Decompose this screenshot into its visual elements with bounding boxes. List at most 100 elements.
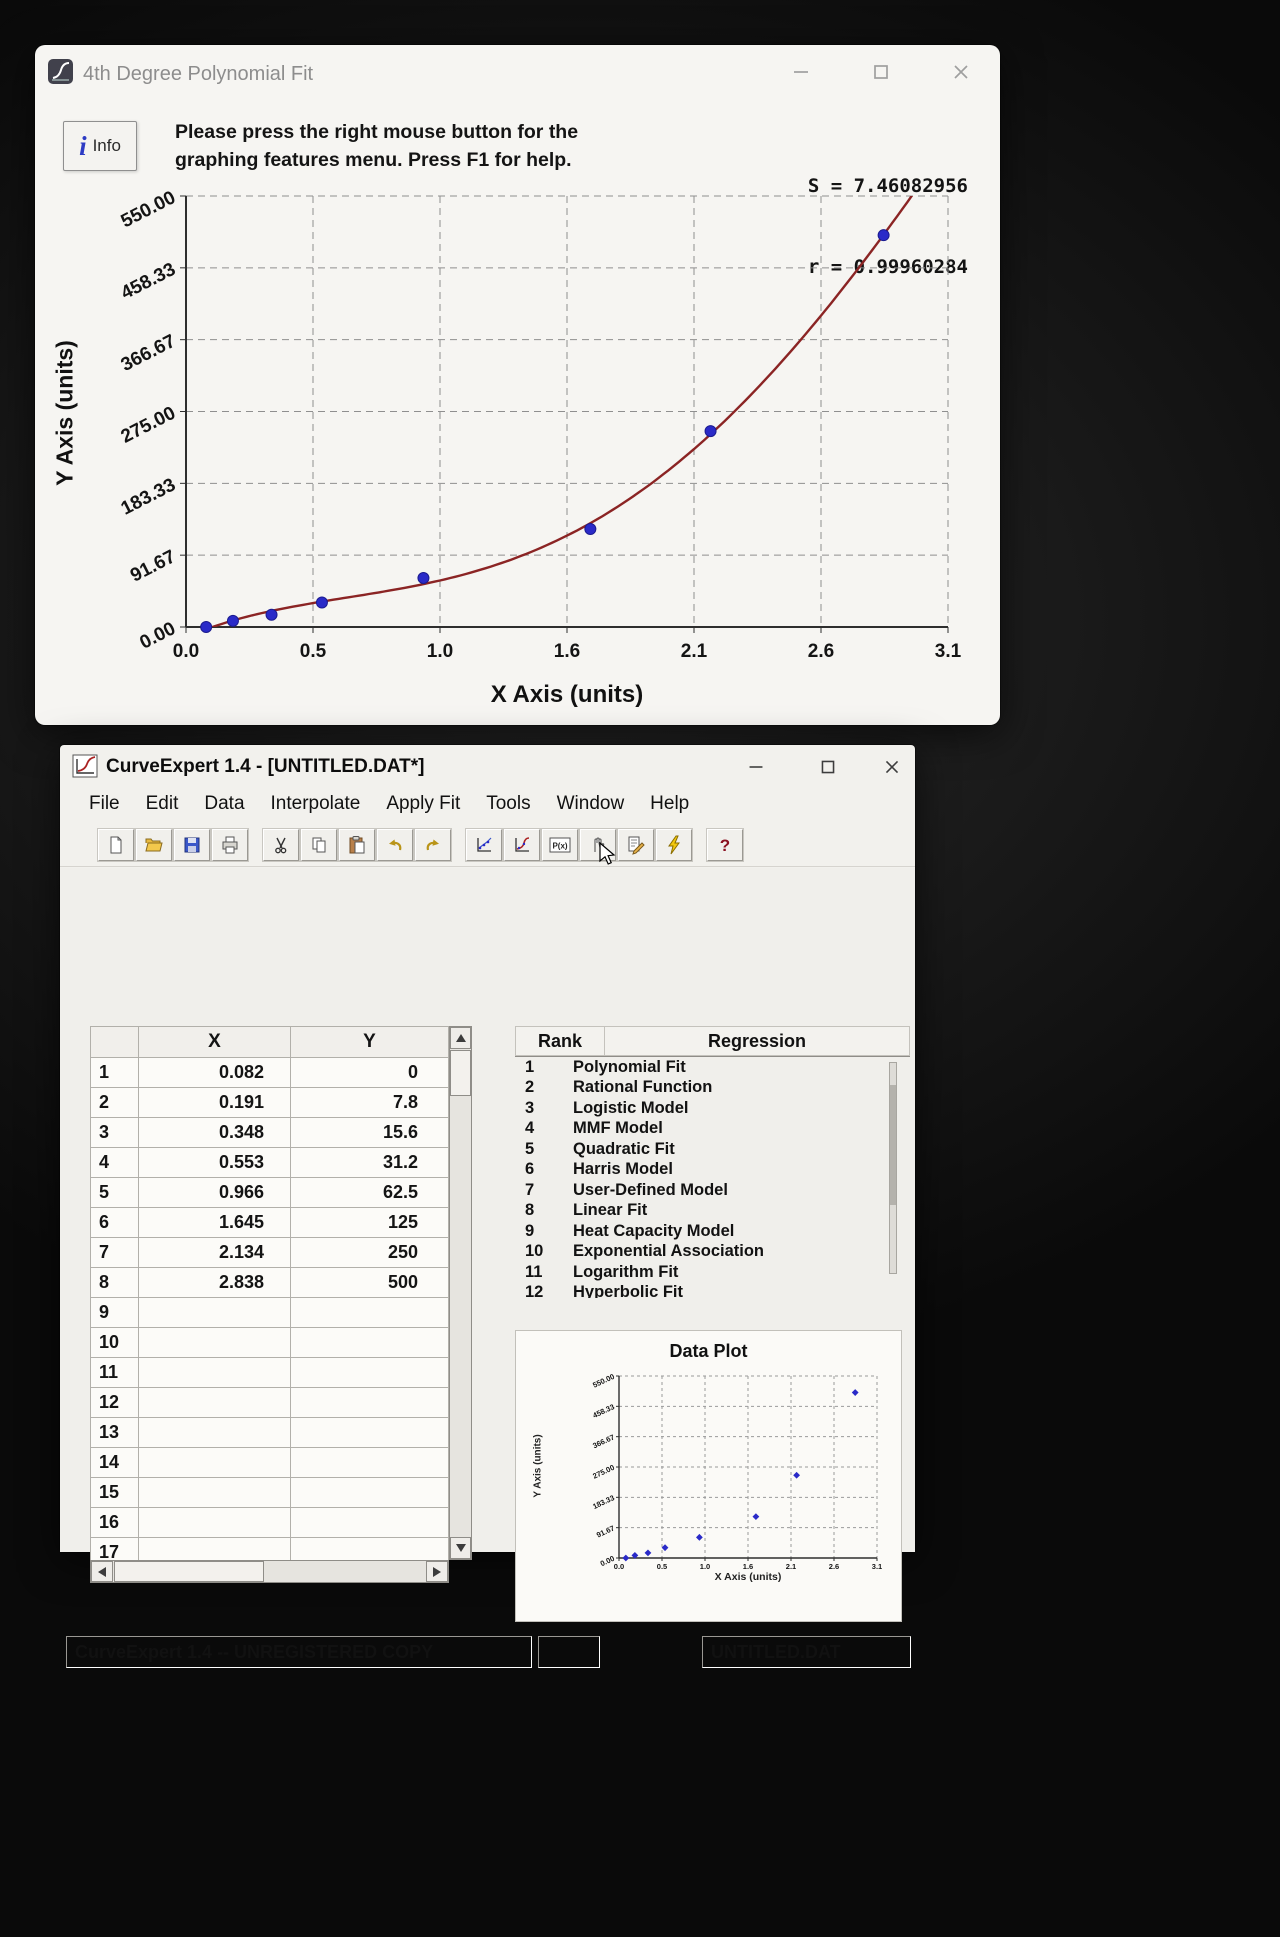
table-row[interactable]: 10 (90, 1327, 449, 1358)
regression-item[interactable]: 8 Linear Fit (525, 1201, 648, 1220)
menu-data[interactable]: Data (204, 793, 245, 814)
close-icon[interactable] (879, 754, 905, 780)
cell-y[interactable]: 62.5 (290, 1177, 449, 1208)
cell-x[interactable] (138, 1387, 291, 1418)
cell-y[interactable]: 15.6 (290, 1117, 449, 1148)
cell-y[interactable] (290, 1327, 449, 1358)
rank-header[interactable]: Rank (515, 1026, 605, 1056)
table-row[interactable]: 5 0.966 62.5 (90, 1177, 449, 1208)
cell-y[interactable]: 0 (290, 1057, 449, 1088)
data-point[interactable] (695, 1533, 703, 1541)
data-point[interactable] (877, 229, 890, 242)
cell-x[interactable] (138, 1297, 291, 1328)
cell-y[interactable] (290, 1447, 449, 1478)
open-file-button[interactable] (135, 827, 173, 862)
scroll-left-button[interactable] (91, 1561, 113, 1582)
regression-item[interactable]: 12 Hyperbolic Fit (525, 1283, 684, 1298)
undo-button[interactable] (376, 827, 414, 862)
data-point[interactable] (851, 1389, 859, 1396)
table-horizontal-scrollbar[interactable] (90, 1560, 449, 1583)
paste-button[interactable] (338, 827, 376, 862)
table-row[interactable]: 1 0.082 0 (90, 1057, 449, 1088)
regression-item[interactable]: 4 MMF Model (525, 1119, 663, 1138)
data-point[interactable] (200, 621, 213, 633)
data-point[interactable] (265, 608, 278, 621)
cell-x[interactable] (138, 1327, 291, 1358)
info-button[interactable]: i Info (63, 121, 137, 171)
menu-interpolate[interactable]: Interpolate (270, 793, 361, 814)
curve-fit-plot-button[interactable] (503, 827, 541, 862)
cell-x[interactable]: 0.553 (138, 1147, 291, 1178)
scroll-down-button[interactable] (450, 1537, 471, 1559)
save-file-button[interactable] (173, 827, 211, 862)
cell-x[interactable] (138, 1507, 291, 1538)
cell-x[interactable]: 1.645 (138, 1207, 291, 1238)
regression-item[interactable]: 11 Logarithm Fit (525, 1262, 679, 1281)
regression-item[interactable]: 6 Harris Model (525, 1160, 673, 1179)
cell-x[interactable]: 2.134 (138, 1237, 291, 1268)
data-point[interactable] (584, 523, 597, 536)
data-point[interactable] (752, 1513, 760, 1521)
cell-y[interactable] (290, 1297, 449, 1328)
cell-y[interactable]: 500 (290, 1267, 449, 1298)
cell-y[interactable]: 7.8 (290, 1087, 449, 1118)
regression-item[interactable]: 7 User-Defined Model (525, 1180, 728, 1199)
cell-x[interactable] (138, 1477, 291, 1508)
table-vertical-scrollbar[interactable] (449, 1026, 472, 1560)
table-row[interactable]: 6 1.645 125 (90, 1207, 449, 1238)
data-point[interactable] (622, 1554, 630, 1562)
scatter-plot-button[interactable] (465, 827, 503, 862)
regression-item[interactable]: 5 Quadratic Fit (525, 1139, 675, 1158)
scroll-right-button[interactable] (426, 1561, 448, 1582)
regression-item[interactable]: 3 Logistic Model (525, 1098, 689, 1117)
data-point[interactable] (793, 1471, 801, 1479)
cell-y[interactable]: 125 (290, 1207, 449, 1238)
scrollbar-thumb[interactable] (450, 1050, 471, 1096)
table-row[interactable]: 7 2.134 250 (90, 1237, 449, 1268)
data-point[interactable] (315, 596, 328, 609)
table-row[interactable]: 11 (90, 1357, 449, 1388)
table-row[interactable]: 3 0.348 15.6 (90, 1117, 449, 1148)
cell-y[interactable] (290, 1507, 449, 1538)
maximize-icon[interactable] (815, 754, 841, 780)
table-row[interactable]: 2 0.191 7.8 (90, 1087, 449, 1118)
cell-x[interactable]: 0.966 (138, 1177, 291, 1208)
cell-x[interactable] (138, 1357, 291, 1388)
data-point[interactable] (704, 425, 717, 438)
table-row[interactable]: 15 (90, 1477, 449, 1508)
cell-y[interactable]: 250 (290, 1237, 449, 1268)
data-point[interactable] (644, 1549, 652, 1557)
cell-x[interactable] (138, 1447, 291, 1478)
cell-y[interactable]: 31.2 (290, 1147, 449, 1178)
scroll-up-button[interactable] (450, 1027, 471, 1049)
redo-button[interactable] (414, 827, 452, 862)
menu-apply-fit[interactable]: Apply Fit (386, 793, 461, 814)
regression-scrollbar[interactable] (889, 1062, 897, 1274)
menu-file[interactable]: File (89, 793, 120, 814)
data-point[interactable] (631, 1552, 639, 1559)
data-point[interactable] (417, 572, 430, 585)
cell-x[interactable]: 2.838 (138, 1267, 291, 1298)
copy-button[interactable] (300, 827, 338, 862)
close-icon[interactable] (948, 59, 974, 85)
cell-y[interactable] (290, 1417, 449, 1448)
cell-x[interactable] (138, 1417, 291, 1448)
menu-tools[interactable]: Tools (486, 793, 531, 814)
cell-x[interactable]: 0.082 (138, 1057, 291, 1088)
maximize-icon[interactable] (868, 59, 894, 85)
cell-x[interactable]: 0.348 (138, 1117, 291, 1148)
data-point[interactable] (226, 614, 239, 627)
table-row[interactable]: 8 2.838 500 (90, 1267, 449, 1298)
help-button[interactable]: ? (706, 827, 744, 862)
data-point[interactable] (661, 1544, 669, 1552)
table-row[interactable]: 13 (90, 1417, 449, 1448)
table-row[interactable]: 4 0.553 31.2 (90, 1147, 449, 1178)
cell-y[interactable] (290, 1357, 449, 1388)
scrollbar-thumb[interactable] (890, 1085, 896, 1205)
run-curvefinder-button[interactable] (655, 827, 693, 862)
scrollbar-thumb[interactable] (114, 1561, 264, 1582)
regression-item[interactable]: 10 Exponential Association (525, 1242, 765, 1261)
edit-notes-button[interactable] (617, 827, 655, 862)
column-header-x[interactable]: X (138, 1026, 291, 1058)
table-row[interactable]: 12 (90, 1387, 449, 1418)
